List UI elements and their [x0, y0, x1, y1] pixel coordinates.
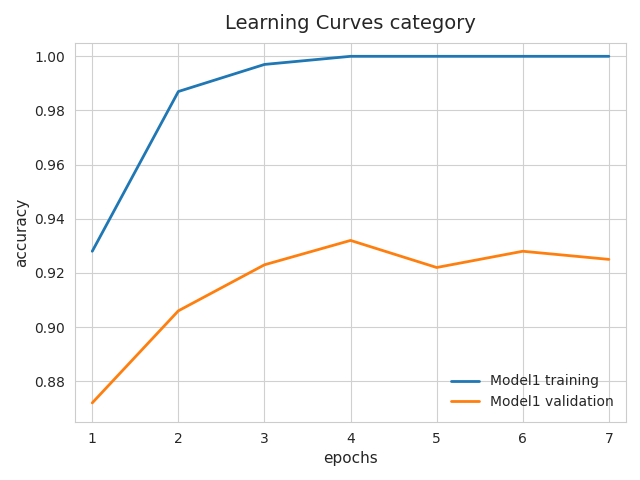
X-axis label: epochs: epochs: [323, 451, 378, 466]
Model1 training: [605, 53, 612, 59]
Model1 validation: [605, 256, 612, 262]
Model1 training: [433, 53, 440, 59]
Model1 validation: [260, 262, 268, 268]
Line: Model1 training: Model1 training: [92, 56, 609, 251]
Model1 training: [175, 89, 182, 95]
Line: Model1 validation: Model1 validation: [92, 240, 609, 403]
Model1 training: [88, 248, 96, 254]
Model1 validation: [347, 238, 355, 243]
Model1 training: [347, 53, 355, 59]
Title: Learning Curves category: Learning Curves category: [225, 14, 476, 33]
Model1 training: [260, 61, 268, 67]
Model1 validation: [433, 264, 440, 270]
Model1 validation: [175, 308, 182, 314]
Model1 validation: [519, 248, 527, 254]
Model1 validation: [88, 400, 96, 406]
Y-axis label: accuracy: accuracy: [14, 198, 29, 267]
Model1 training: [519, 53, 527, 59]
Legend: Model1 training, Model1 validation: Model1 training, Model1 validation: [445, 369, 619, 415]
